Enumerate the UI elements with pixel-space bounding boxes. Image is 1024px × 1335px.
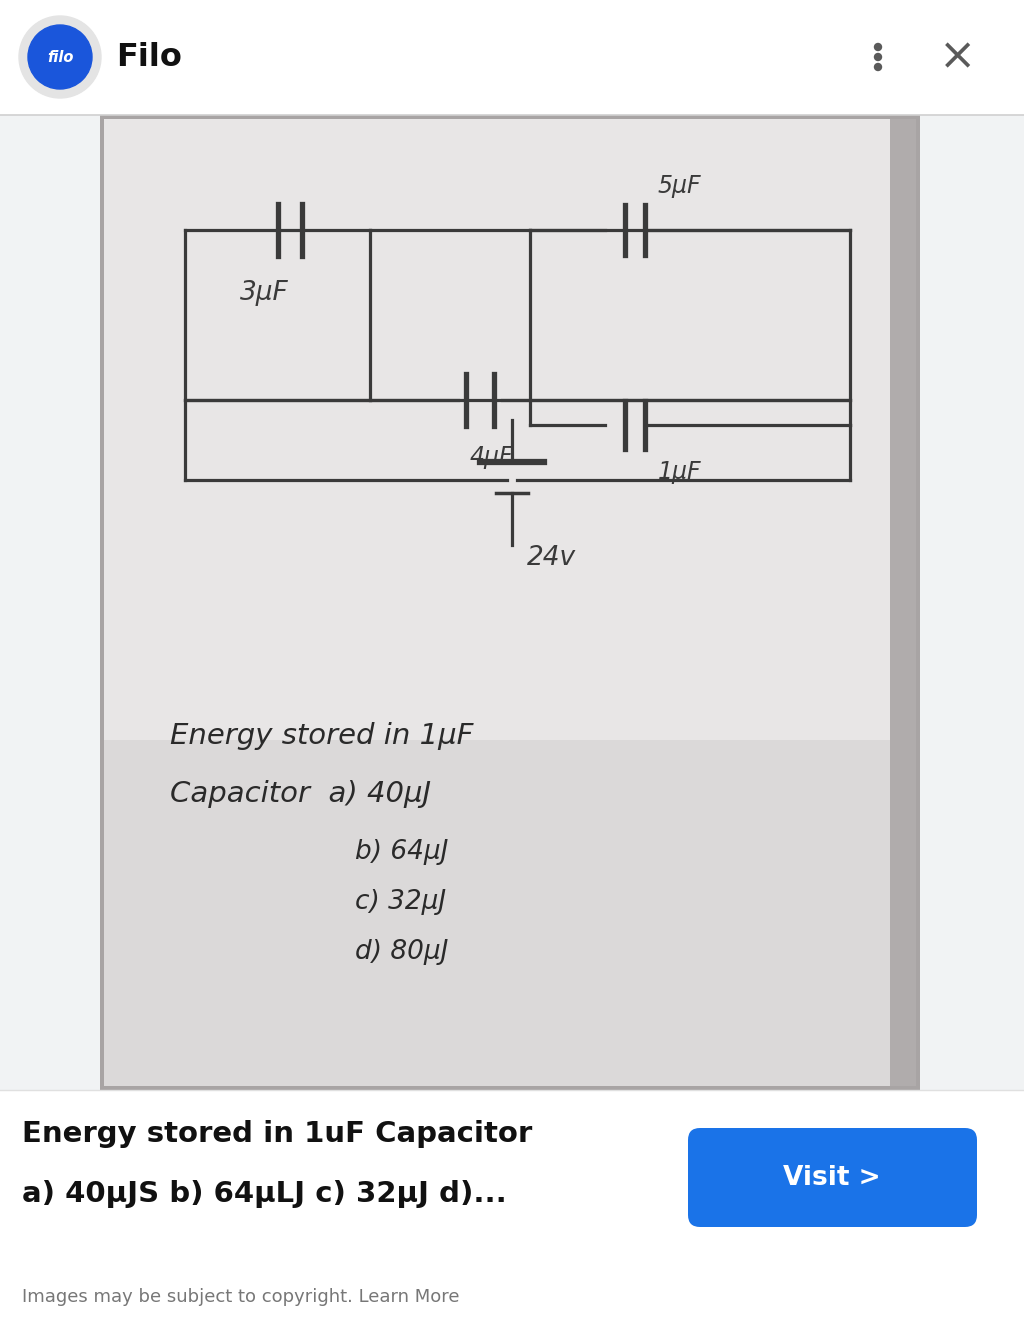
Bar	[104, 119, 916, 740]
Text: c) 32μJ: c) 32μJ	[355, 889, 446, 914]
Text: Filo: Filo	[116, 41, 182, 72]
Bar	[890, 119, 916, 1085]
Text: Energy stored in 1uF Capacitor: Energy stored in 1uF Capacitor	[22, 1120, 532, 1148]
Circle shape	[874, 44, 882, 51]
Circle shape	[874, 53, 882, 60]
Text: Images may be subject to copyright. Learn More: Images may be subject to copyright. Lear…	[22, 1288, 460, 1306]
Text: 4μF: 4μF	[470, 445, 514, 469]
Text: Energy stored in 1μF: Energy stored in 1μF	[170, 722, 473, 750]
Circle shape	[874, 64, 882, 71]
Text: 3μF: 3μF	[240, 280, 289, 306]
Circle shape	[28, 25, 92, 89]
Text: d) 80μJ: d) 80μJ	[355, 939, 449, 965]
Bar	[104, 119, 916, 1085]
Circle shape	[19, 16, 101, 97]
FancyBboxPatch shape	[688, 1128, 977, 1227]
Text: 5μF: 5μF	[658, 174, 701, 198]
Text: 1μF: 1μF	[658, 461, 701, 485]
Text: 24v: 24v	[527, 545, 577, 571]
Text: b) 64μJ: b) 64μJ	[355, 838, 449, 865]
Text: Capacitor  a) 40μJ: Capacitor a) 40μJ	[170, 780, 431, 808]
Bar	[0, 1089, 1024, 1335]
Text: Visit >: Visit >	[783, 1165, 881, 1191]
Bar	[0, 0, 1024, 115]
Bar	[100, 115, 920, 1089]
Text: ×: ×	[939, 36, 977, 79]
Text: filo: filo	[47, 49, 73, 64]
Text: a) 40μJS b) 64μLJ c) 32μJ d)...: a) 40μJS b) 64μLJ c) 32μJ d)...	[22, 1180, 507, 1208]
